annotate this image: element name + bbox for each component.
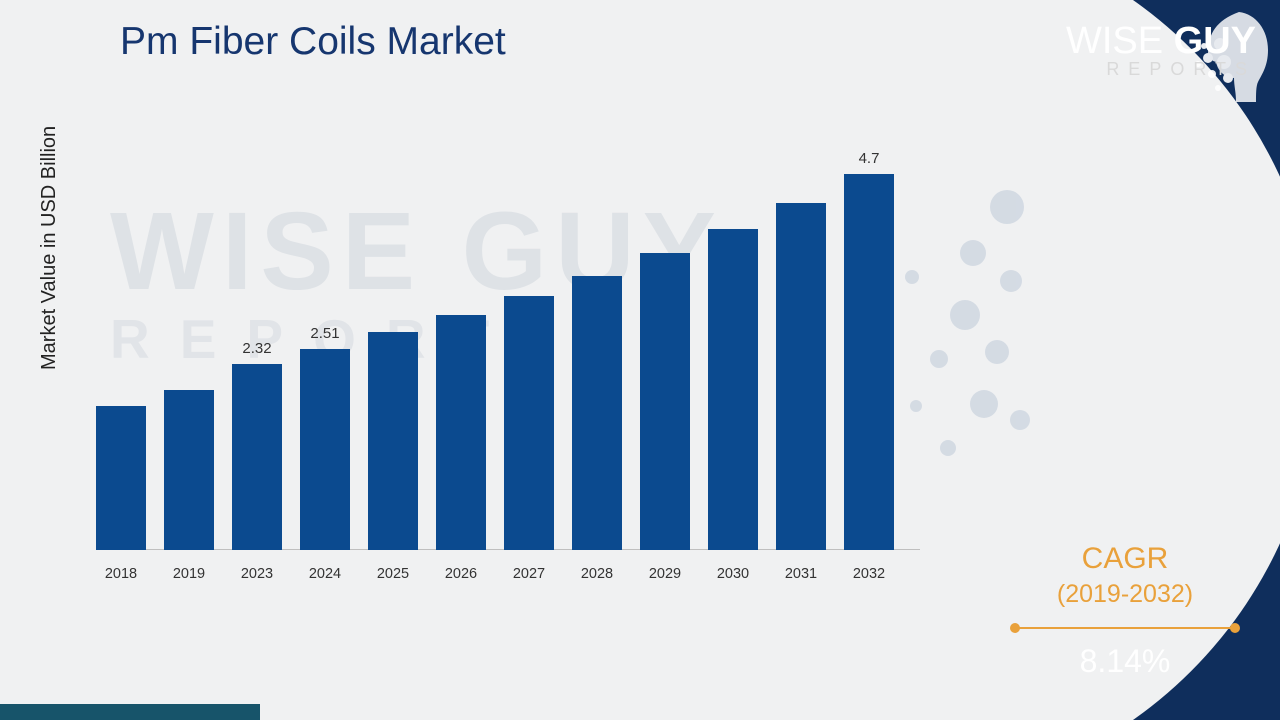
x-tick: 2029	[640, 560, 690, 582]
bar-chart: 2.32 2.51 4.7 2018 2019 2023 2024 2025 2026 2027…	[70, 150, 900, 580]
cagr-block: CAGR (2019-2032) 8.14%	[970, 542, 1280, 680]
bar-2030	[708, 205, 758, 550]
x-tick: 2025	[368, 560, 418, 582]
bar	[640, 253, 690, 550]
x-tick: 2024	[300, 560, 350, 582]
x-tick: 2023	[232, 560, 282, 582]
logo-line1: WISE GUY	[1066, 20, 1256, 63]
bottom-strip	[0, 704, 260, 720]
page-title: Pm Fiber Coils Market	[120, 20, 506, 64]
bar	[504, 296, 554, 550]
x-tick: 2031	[776, 560, 826, 582]
x-tick: 2027	[504, 560, 554, 582]
x-tick: 2019	[164, 560, 214, 582]
cagr-label: CAGR	[970, 542, 1280, 576]
bar-2026	[436, 291, 486, 550]
bar-2032: 4.7	[844, 150, 894, 550]
bar	[96, 406, 146, 550]
bar	[368, 332, 418, 550]
x-tick: 2032	[844, 560, 894, 582]
bar	[776, 203, 826, 550]
bar-2018	[96, 382, 146, 550]
brand-logo: WISE GUY REPORTS	[1066, 20, 1256, 80]
bar	[300, 349, 350, 550]
bar-2024: 2.51	[300, 325, 350, 550]
bar	[232, 364, 282, 550]
cagr-divider	[1015, 627, 1235, 629]
bar-2028	[572, 252, 622, 550]
bar-2027	[504, 272, 554, 550]
y-axis-label: Market Value in USD Billion	[38, 126, 61, 370]
bar-value-label: 2.32	[242, 340, 271, 358]
x-tick: 2026	[436, 560, 486, 582]
x-tick: 2018	[96, 560, 146, 582]
bar-2019	[164, 366, 214, 550]
bar-value-label: 4.7	[859, 150, 880, 168]
bar-2023: 2.32	[232, 340, 282, 550]
x-axis-ticks: 2018 2019 2023 2024 2025 2026 2027 2028 2029 2030…	[90, 560, 900, 582]
bar-value-label: 2.51	[310, 325, 339, 343]
bar-2029	[640, 229, 690, 550]
bar	[572, 276, 622, 550]
cagr-range: (2019-2032)	[970, 580, 1280, 609]
x-tick: 2028	[572, 560, 622, 582]
plot-area: 2.32 2.51 4.7	[90, 150, 900, 550]
infographic-stage: { "title": "Pm Fiber Coils Market", "log…	[0, 0, 1280, 720]
bar	[844, 174, 894, 550]
bar-2031	[776, 179, 826, 550]
bars-container: 2.32 2.51 4.7	[90, 150, 900, 550]
bar	[708, 229, 758, 550]
cagr-value: 8.14%	[970, 643, 1280, 680]
bar-2025	[368, 308, 418, 550]
bar	[164, 390, 214, 550]
bar	[436, 315, 486, 550]
x-tick: 2030	[708, 560, 758, 582]
